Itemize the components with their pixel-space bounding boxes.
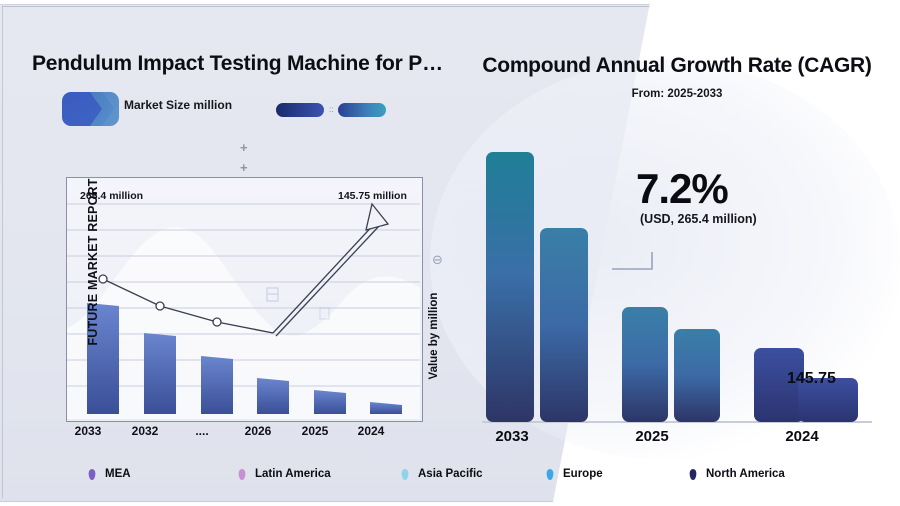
legend-label-asia-pacific: Asia Pacific bbox=[418, 468, 483, 480]
right-bar-2024-secondary bbox=[798, 378, 858, 422]
pill-indicator-primary bbox=[276, 103, 324, 117]
legend-item-europe[interactable]: Europe bbox=[546, 468, 689, 480]
right-bar-2033-secondary bbox=[540, 228, 588, 422]
region-legend: MEA Latin America Asia Pacific Europe No… bbox=[88, 464, 785, 484]
right-chart-svg bbox=[482, 152, 872, 423]
plus-marker-lower: + bbox=[240, 160, 248, 175]
legend-item-latin-america[interactable]: Latin America bbox=[238, 468, 401, 480]
faint-glyphs bbox=[266, 287, 330, 320]
grid-lines bbox=[67, 203, 420, 387]
left-chart-trend-line bbox=[98, 274, 274, 334]
minus-circle-icon: ⊖ bbox=[432, 252, 443, 267]
x-tick-0: 2033 bbox=[74, 424, 102, 438]
cagr-subtitle: From: 2025-2033 bbox=[631, 88, 723, 100]
left-chart-title: Pendulum Impact Testing Machine for P… bbox=[32, 52, 443, 75]
pill-indicator-secondary bbox=[338, 103, 387, 117]
cagr-value: 7.2% bbox=[636, 165, 729, 212]
right-x-tick-2: 2024 bbox=[785, 428, 819, 445]
left-chart-value-axis-label: Value by million bbox=[428, 292, 440, 380]
right-bar-2025-secondary bbox=[674, 329, 720, 422]
x-tick-2: .... bbox=[195, 424, 209, 438]
plus-marker-upper: + bbox=[240, 140, 248, 155]
x-tick-1: 2032 bbox=[131, 424, 159, 438]
left-chart-bars bbox=[87, 303, 402, 414]
connector-bracket bbox=[612, 252, 653, 270]
right-chart-x-axis-ticks: 2033 2025 2024 bbox=[462, 428, 892, 450]
panel-top-edge bbox=[2, 6, 892, 7]
left-chart-end-label: 145.75 million bbox=[338, 190, 407, 202]
panel-left-rail bbox=[2, 6, 3, 498]
right-bar-2024-primary bbox=[754, 348, 804, 422]
x-tick-5: 2024 bbox=[357, 424, 385, 438]
legend-diamond-europe bbox=[546, 468, 554, 480]
left-bar-chart bbox=[66, 177, 423, 422]
legend-diamond-latin-america bbox=[238, 468, 246, 480]
hexagon-logo-icon bbox=[62, 92, 119, 126]
legend-item-mea[interactable]: MEA bbox=[88, 468, 238, 480]
cagr-title: Compound Annual Growth Rate (CAGR) bbox=[482, 54, 872, 77]
legend-caption: Market Size million bbox=[124, 98, 233, 112]
legend-label-mea: MEA bbox=[105, 468, 131, 480]
legend-diamond-north-america bbox=[689, 468, 697, 480]
right-chart-data-label: 145.75 bbox=[787, 370, 836, 387]
legend-item-asia-pacific[interactable]: Asia Pacific bbox=[401, 468, 546, 480]
right-bar-chart bbox=[462, 140, 892, 430]
legend-label-latin-america: Latin America bbox=[255, 468, 331, 480]
x-tick-3: 2026 bbox=[244, 424, 272, 438]
pill-separator: :: bbox=[329, 105, 334, 114]
legend-diamond-asia-pacific bbox=[401, 468, 409, 480]
left-chart-start-label: 265.4 million bbox=[80, 190, 144, 202]
left-chart-y-axis-label: FUTURE MARKET REPORT bbox=[86, 178, 100, 346]
right-bar-2025-primary bbox=[622, 307, 668, 422]
right-bar-2033-primary bbox=[486, 152, 534, 422]
cagr-note: (USD, 265.4 million) bbox=[640, 212, 757, 226]
pill-indicator-group: :: bbox=[276, 103, 387, 117]
right-x-tick-1: 2025 bbox=[635, 428, 669, 445]
legend-item-north-america[interactable]: North America bbox=[689, 468, 785, 480]
legend-diamond-mea bbox=[88, 468, 96, 480]
left-chart-svg bbox=[67, 202, 420, 419]
legend-label-europe: Europe bbox=[563, 468, 603, 480]
growth-arrow-icon bbox=[272, 202, 390, 337]
legend-label-north-america: North America bbox=[706, 468, 785, 480]
x-tick-4: 2025 bbox=[301, 424, 329, 438]
left-chart-x-axis-ticks: 2033 2032 .... 2026 2025 2024 bbox=[66, 424, 421, 444]
right-x-tick-0: 2033 bbox=[495, 428, 529, 445]
